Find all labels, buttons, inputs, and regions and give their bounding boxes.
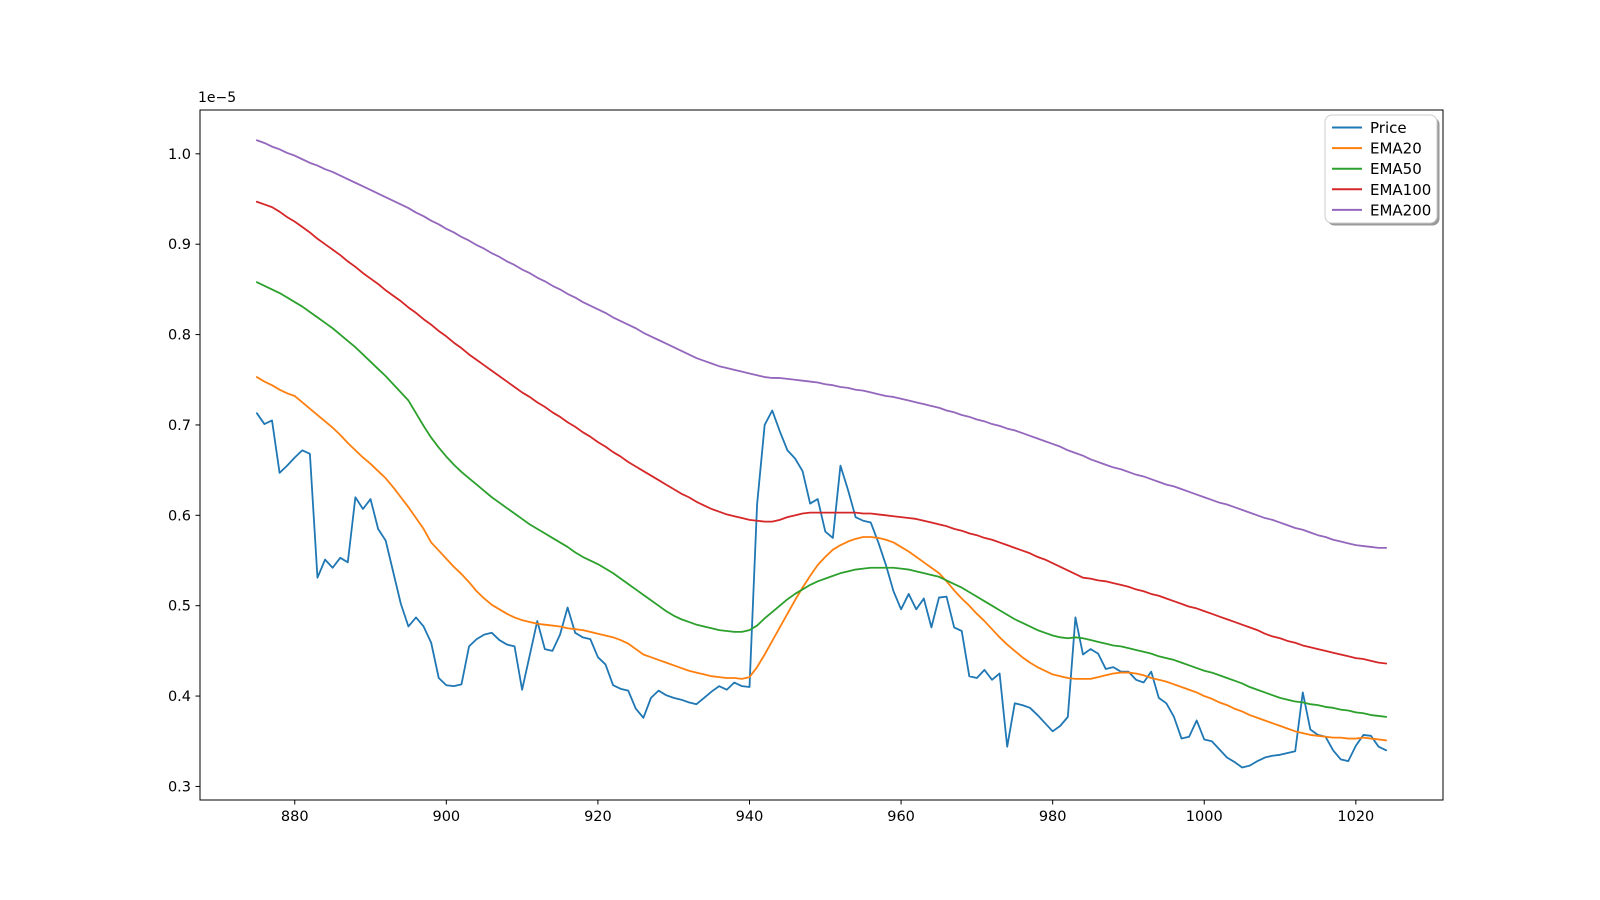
legend-item-ema50: EMA50 [1332,160,1422,178]
legend-label: EMA100 [1370,181,1431,199]
y-tick-label: 0.4 [168,689,191,705]
legend-item-ema200: EMA200 [1332,201,1431,219]
x-tick-label: 880 [281,809,309,825]
legend-label: EMA200 [1370,201,1431,219]
x-tick-label: 940 [736,809,764,825]
series-line-ema20 [255,376,1388,742]
y-axis: 0.3 0.4 0.5 0.6 0.7 0.8 0.9 1.0 [168,147,200,795]
legend-item-price: Price [1332,119,1407,137]
x-tick-label: 900 [432,809,460,825]
x-axis: 880 900 920 940 960 980 1000 1020 [281,800,1374,825]
x-tick-label: 920 [584,809,612,825]
series-line-ema50 [255,281,1388,718]
legend-label: EMA20 [1370,140,1422,158]
y-tick-label: 0.8 [168,328,191,344]
y-tick-label: 0.7 [168,418,191,434]
y-tick-label: 0.3 [168,779,191,795]
series-lines [255,139,1388,769]
y-tick-label: 0.6 [168,508,191,524]
y-axis-offset-label: 1e−5 [198,90,236,106]
y-tick-label: 0.5 [168,599,191,615]
legend-item-ema20: EMA20 [1332,140,1422,158]
legend-label: Price [1370,119,1407,137]
legend-item-ema100: EMA100 [1332,181,1431,199]
legend-box [1324,114,1438,224]
legend-label: EMA50 [1370,160,1422,178]
legend: Price EMA20 EMA50 EMA100 EMA200 [1324,114,1440,226]
series-line-price [255,409,1388,769]
series-line-ema200 [255,139,1388,549]
series-line-ema100 [255,200,1388,665]
x-tick-label: 1020 [1337,809,1374,825]
y-tick-label: 0.9 [168,237,191,253]
x-tick-label: 1000 [1186,809,1223,825]
axes-frame [199,109,1444,801]
x-tick-label: 960 [887,809,915,825]
y-tick-label: 1.0 [168,147,191,163]
x-tick-label: 980 [1039,809,1067,825]
